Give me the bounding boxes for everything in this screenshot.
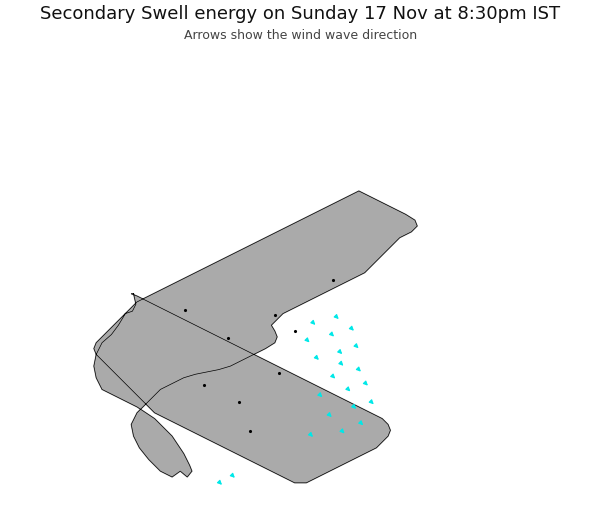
Text: Secondary Swell energy on Sunday 17 Nov at 8:30pm IST: Secondary Swell energy on Sunday 17 Nov … [40, 6, 561, 24]
Text: Arrows show the wind wave direction: Arrows show the wind wave direction [184, 29, 417, 41]
Polygon shape [94, 191, 417, 483]
